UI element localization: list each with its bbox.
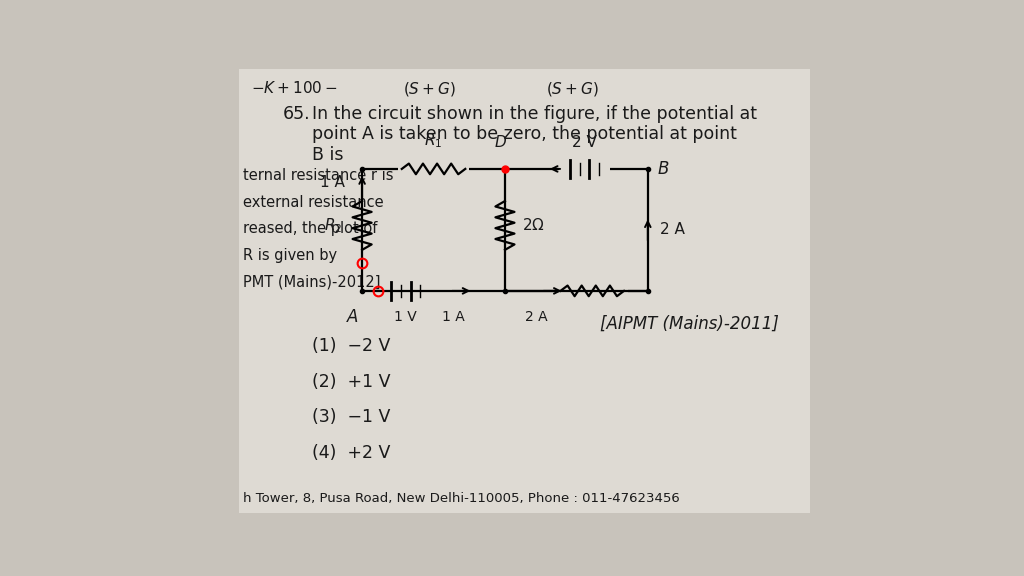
Text: $A$: $A$ xyxy=(346,308,359,326)
Text: reased, the plot of: reased, the plot of xyxy=(243,221,378,236)
Text: In the circuit shown in the figure, if the potential at
point A is taken to be z: In the circuit shown in the figure, if t… xyxy=(312,105,757,164)
Text: $B$: $B$ xyxy=(657,160,670,178)
Text: h Tower, 8, Pusa Road, New Delhi-110005, Phone : 011-47623456: h Tower, 8, Pusa Road, New Delhi-110005,… xyxy=(243,492,680,505)
Text: (4)  +2 V: (4) +2 V xyxy=(312,444,390,462)
Text: $D$: $D$ xyxy=(495,134,508,150)
Text: 65.: 65. xyxy=(283,105,310,123)
Text: $(S+G)$: $(S+G)$ xyxy=(546,80,599,98)
Text: 1 A: 1 A xyxy=(442,309,465,324)
Text: [AIPMT (Mains)-2011]: [AIPMT (Mains)-2011] xyxy=(600,315,779,333)
Text: PMT (Mains)-2012]: PMT (Mains)-2012] xyxy=(243,275,381,290)
Text: (3)  −1 V: (3) −1 V xyxy=(312,408,390,426)
Text: $R_1$: $R_1$ xyxy=(424,131,442,150)
Text: (1)  −2 V: (1) −2 V xyxy=(312,338,390,355)
Text: 1 V: 1 V xyxy=(394,309,417,324)
Text: 1 A: 1 A xyxy=(319,175,345,190)
Text: 2$\Omega$: 2$\Omega$ xyxy=(522,218,545,233)
Text: external resistance: external resistance xyxy=(243,195,384,210)
Bar xyxy=(240,69,811,513)
Text: 2 V: 2 V xyxy=(571,135,597,150)
Text: R is given by: R is given by xyxy=(243,248,337,263)
Text: ternal resistance r is: ternal resistance r is xyxy=(243,168,393,183)
Text: $(S+G)$: $(S+G)$ xyxy=(403,80,456,98)
Text: 2 A: 2 A xyxy=(525,309,548,324)
Text: 2 A: 2 A xyxy=(659,222,685,237)
Text: $R_2$: $R_2$ xyxy=(324,216,342,235)
Text: $-K+100-$: $-K+100-$ xyxy=(251,80,338,96)
Text: (2)  +1 V: (2) +1 V xyxy=(312,373,390,391)
